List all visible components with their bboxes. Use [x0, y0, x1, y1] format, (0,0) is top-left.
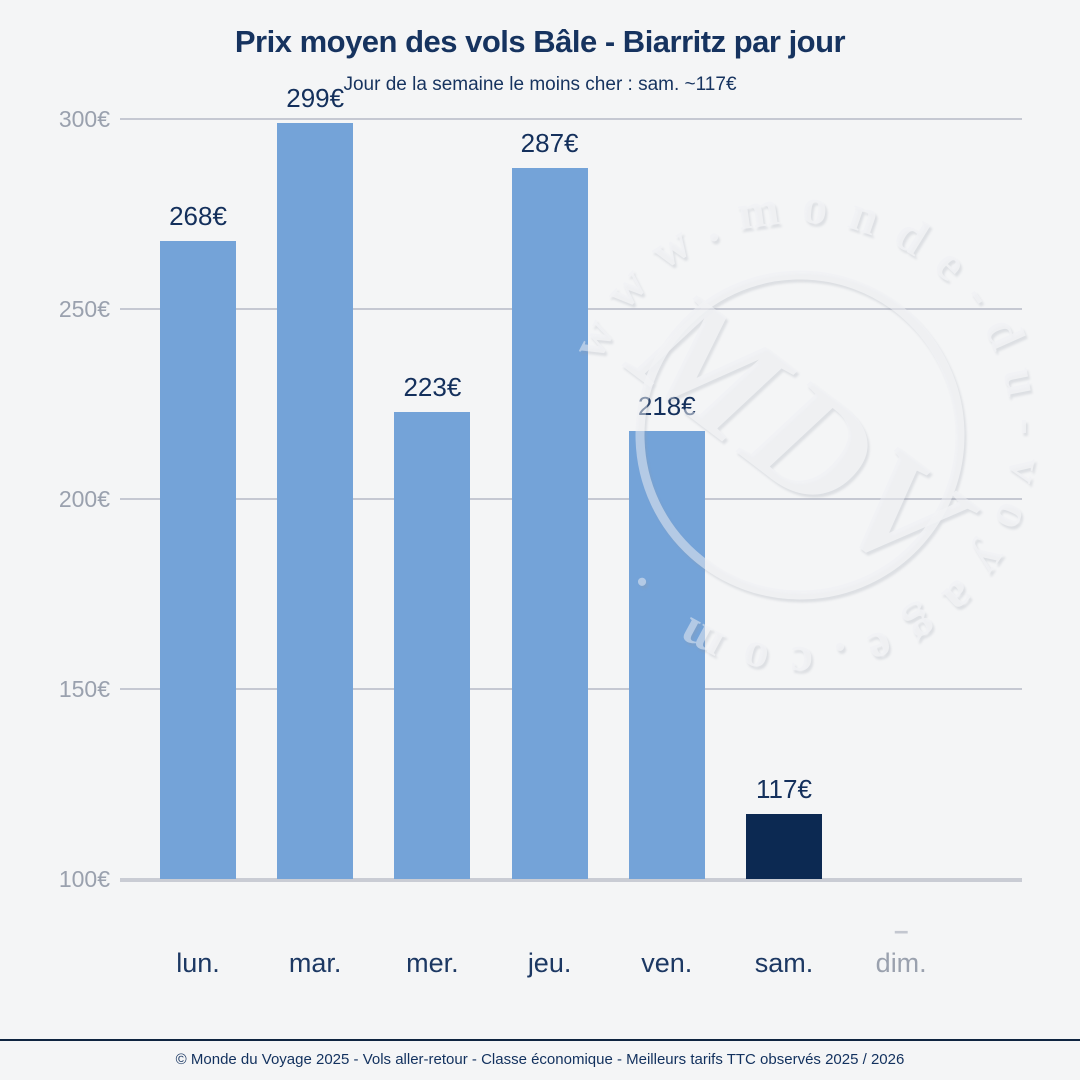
y-axis-label-150: 150€	[58, 676, 110, 702]
bar-value-mar: 299€	[286, 82, 345, 113]
bar-jeu	[511, 168, 588, 879]
x-axis-label-mer: mer.	[406, 948, 459, 978]
bar-value-lun: 268€	[169, 200, 227, 231]
y-axis-label-300: 300€	[58, 106, 110, 132]
bar-value-ven: 218€	[637, 390, 696, 421]
bar-value-jeu: 287€	[520, 128, 579, 159]
y-axis-label-250: 250€	[58, 296, 110, 322]
y-axis-label-200: 200€	[58, 486, 110, 512]
x-axis-label-ven: ven.	[641, 948, 693, 978]
gridline-100	[120, 878, 1022, 882]
footer-credits: © Monde du Voyage 2025 - Vols aller-reto…	[175, 1051, 905, 1068]
chart-subtitle: Jour de la semaine le moins cher : sam. …	[343, 74, 737, 95]
chart-title: Prix moyen des vols Bâle - Biarritz par …	[234, 24, 846, 59]
bar-mer	[394, 411, 471, 879]
x-axis-label-jeu: jeu.	[527, 948, 572, 978]
bar-mar	[277, 122, 354, 879]
bar-value-mer: 223€	[403, 371, 462, 402]
x-axis-label-dim: dim.	[875, 948, 927, 978]
x-axis-label-mar: mar.	[288, 948, 342, 978]
bar-sam	[746, 814, 822, 879]
y-axis-label-100: 100€	[58, 866, 110, 892]
no-data-marker-dim: –	[893, 915, 909, 945]
gridline-300	[120, 118, 1022, 120]
x-axis-label-lun: lun.	[176, 948, 220, 978]
bar-value-sam: 117€	[756, 774, 812, 805]
x-axis-label-sam: sam.	[754, 948, 814, 978]
bar-lun	[160, 240, 236, 879]
bar-ven	[628, 430, 705, 879]
footer-divider-line	[0, 1039, 1080, 1041]
